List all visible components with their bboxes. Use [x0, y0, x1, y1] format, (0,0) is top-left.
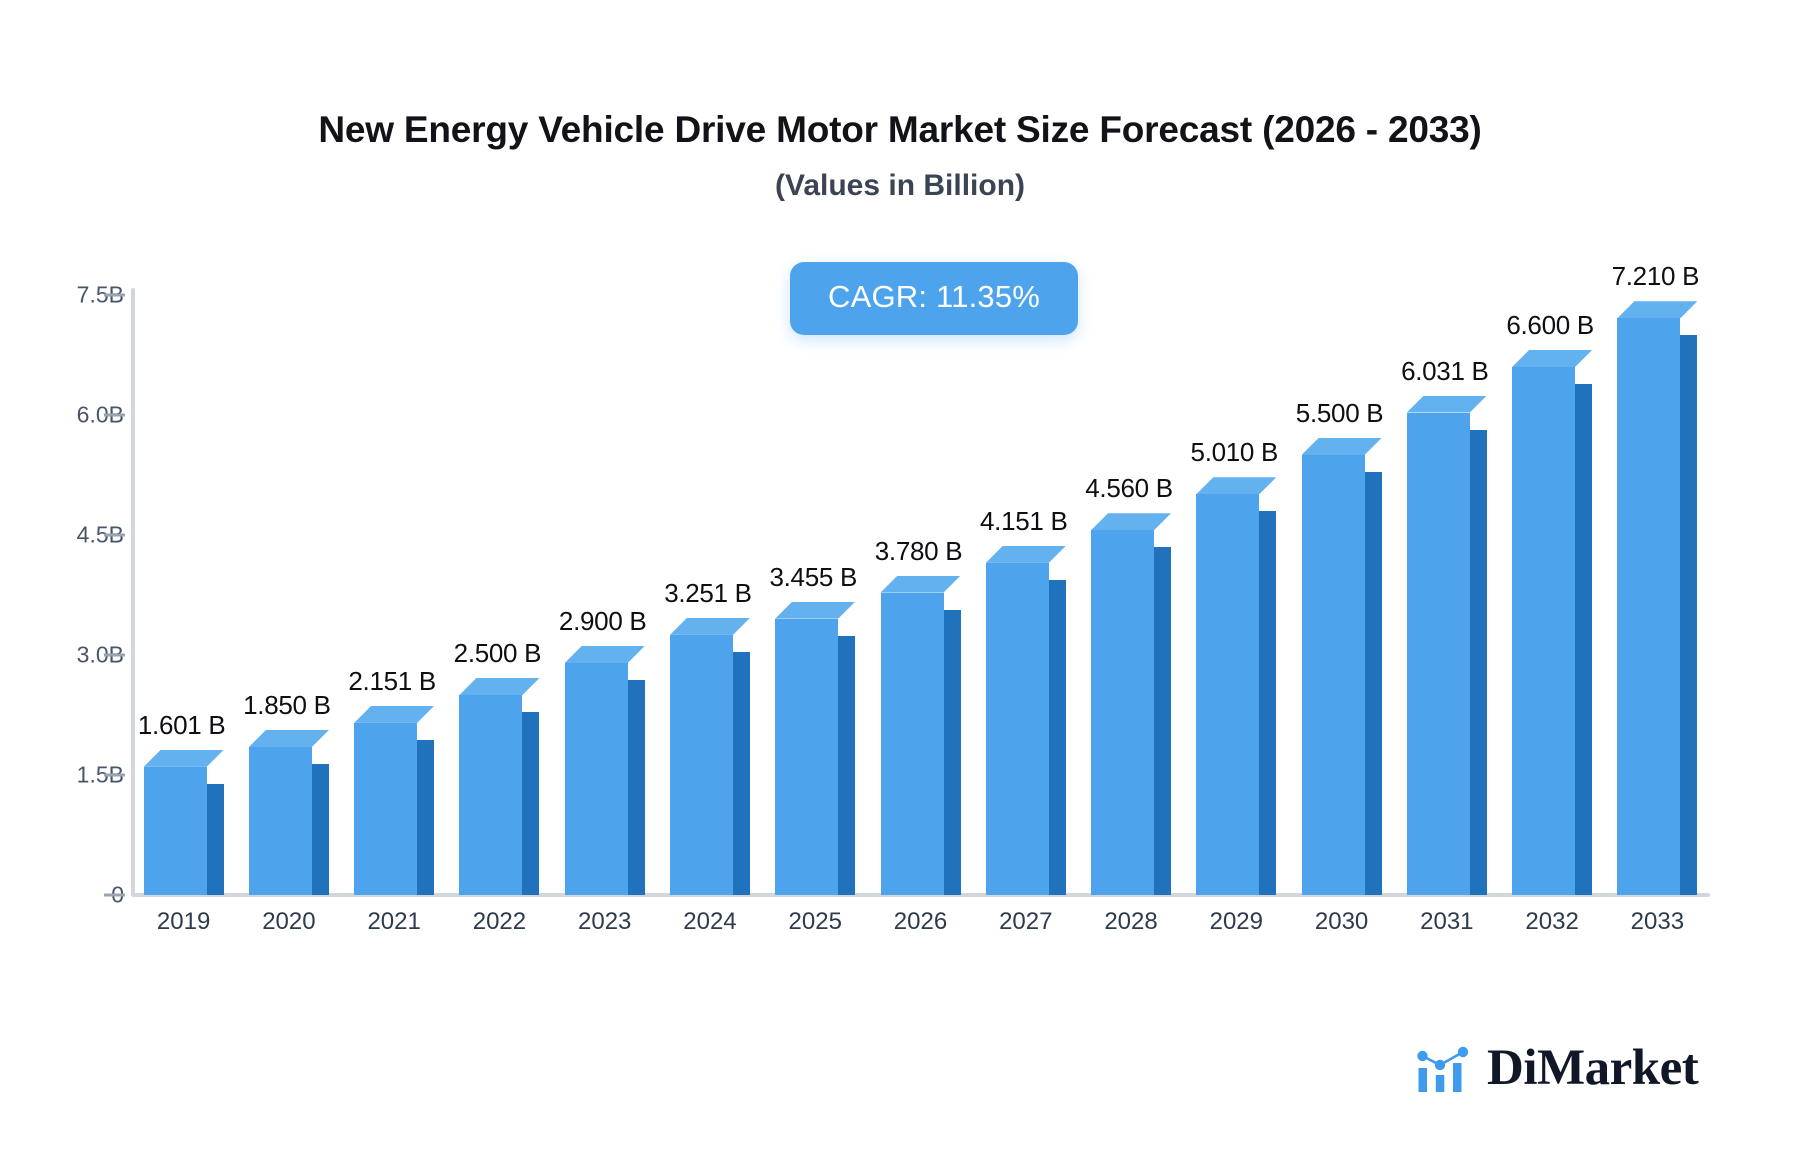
bar-value-label: 1.601 B: [137, 709, 226, 740]
bar-top-face: [459, 678, 540, 695]
bar-value-label: 2.900 B: [558, 606, 647, 636]
bar-value-label: 4.151 B: [980, 505, 1068, 536]
bar: [775, 618, 839, 895]
bar-value-label: 4.560 B: [1085, 473, 1173, 504]
y-axis-tick-mark: [104, 653, 125, 657]
logo-text: DiMarket: [1487, 1040, 1699, 1096]
x-axis-tick-label: 2024: [683, 908, 737, 935]
bar-side-face: [943, 609, 961, 895]
x-axis-tick-label: 2031: [1420, 908, 1474, 935]
bar-top-face: [1196, 477, 1277, 495]
bar: [669, 634, 733, 895]
bar: [459, 695, 523, 895]
bar-value-label: 5.500 B: [1295, 398, 1384, 428]
brand-logo: DiMarket: [1416, 1040, 1699, 1096]
x-axis-tick-label: 2022: [472, 908, 527, 935]
y-axis-tick-mark: [104, 293, 125, 297]
bar-top-face: [1301, 438, 1382, 455]
x-axis-tick-label: 2032: [1525, 908, 1579, 935]
title-block: New Energy Vehicle Drive Motor Market Si…: [0, 108, 1800, 204]
bar-chart-icon: [1417, 1046, 1469, 1092]
x-axis-tick-label: 2019: [156, 908, 211, 935]
x-axis-tick-label: 2026: [893, 908, 948, 935]
x-axis-tick-label: 2028: [1104, 908, 1158, 935]
bar-side-face: [1469, 429, 1487, 895]
bar-top-face: [775, 601, 856, 619]
bar-top-face: [669, 617, 750, 635]
bar-side-face: [522, 712, 540, 895]
bar: [1617, 318, 1681, 895]
x-axis-tick-label: 2021: [367, 908, 421, 935]
bar-top-face: [564, 646, 645, 663]
x-axis-tick-label: 2025: [788, 908, 842, 935]
page-title: New Energy Vehicle Drive Motor Market Si…: [318, 109, 1482, 150]
y-axis-tick-mark: [104, 413, 125, 417]
bar-side-face: [1680, 335, 1698, 895]
bar: [1301, 455, 1365, 895]
bar-value-label: 2.500 B: [453, 638, 542, 668]
x-axis-tick-label: 2033: [1630, 908, 1685, 935]
bar-top-face: [1512, 350, 1593, 367]
y-axis-tick-mark: [104, 773, 125, 777]
bar-side-face: [206, 783, 224, 895]
bar: [985, 562, 1049, 895]
y-axis-tick-mark: [104, 893, 125, 897]
bar-top-face: [1406, 395, 1487, 413]
bar-value-label: 3.455 B: [769, 561, 857, 592]
cagr-badge: CAGR: 11.35%: [790, 262, 1079, 335]
y-axis-line: [131, 288, 135, 895]
bar-top-face: [354, 705, 435, 723]
bar-value-label: 1.850 B: [243, 690, 331, 720]
bar-value-label: 2.151 B: [348, 665, 436, 696]
bar: [248, 747, 312, 895]
bar-side-face: [417, 739, 435, 895]
bar-side-face: [838, 635, 856, 895]
bar-side-face: [1048, 579, 1066, 895]
bar-top-face: [880, 575, 961, 593]
x-axis-line: [131, 893, 1710, 897]
bar: [880, 592, 944, 895]
x-axis-tick-label: 2020: [262, 908, 316, 935]
x-axis-tick-label: 2027: [999, 908, 1053, 935]
bar: [1512, 367, 1576, 895]
bar-top-face: [1091, 513, 1172, 531]
bar-value-label: 6.031 B: [1401, 355, 1489, 386]
bar-side-face: [627, 680, 645, 895]
x-axis-tick-label: 2023: [577, 908, 632, 935]
bar-value-label: 6.600 B: [1506, 310, 1594, 340]
bar-top-face: [248, 730, 329, 747]
bar-value-label: 3.780 B: [874, 535, 963, 566]
y-axis-tick-mark: [104, 533, 125, 537]
bar-value-label: 7.210 B: [1611, 261, 1700, 292]
bar: [564, 663, 628, 895]
bar: [354, 722, 418, 895]
bar: [1406, 412, 1470, 895]
bar-side-face: [1364, 472, 1382, 895]
bar-side-face: [1154, 547, 1172, 895]
bar-value-label: 5.010 B: [1190, 437, 1279, 468]
bar-side-face: [732, 651, 750, 895]
x-axis-tick-label: 2029: [1209, 908, 1263, 935]
bar: [1196, 494, 1260, 895]
bar-top-face: [143, 749, 224, 767]
x-axis-tick-label: 2030: [1314, 908, 1369, 935]
chart-subtitle: (Values in Billion): [774, 169, 1026, 203]
bar: [1091, 530, 1155, 895]
bar-top-face: [985, 545, 1066, 563]
bar: [143, 766, 207, 895]
bar-side-face: [1259, 511, 1277, 895]
bar-side-face: [1575, 384, 1593, 895]
bar-value-label: 3.251 B: [664, 577, 752, 608]
bar-side-face: [311, 764, 329, 895]
bar-top-face: [1617, 301, 1698, 319]
